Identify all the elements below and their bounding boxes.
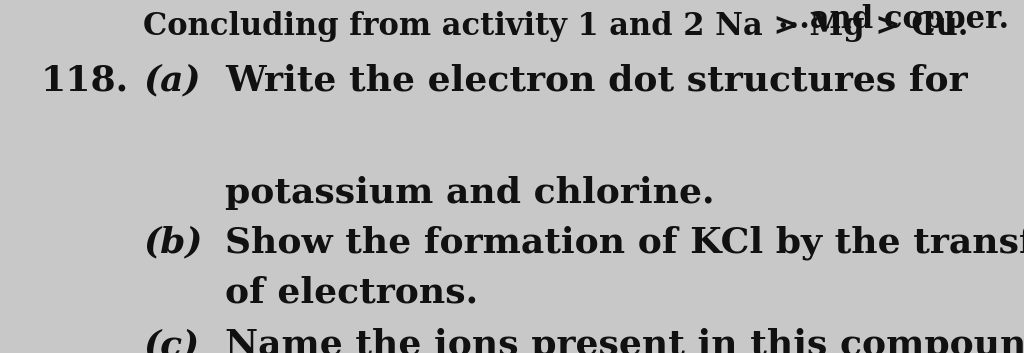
Text: Write the electron dot structures for: Write the electron dot structures for xyxy=(225,64,968,97)
Text: Show the formation of KCl by the transfer: Show the formation of KCl by the transfe… xyxy=(225,226,1024,261)
Text: (c): (c) xyxy=(143,328,200,353)
Text: (b): (b) xyxy=(143,226,203,260)
Text: ...and copper.: ...and copper. xyxy=(778,4,1010,35)
Text: Concluding from activity 1 and 2 Na > Mg > Cu.: Concluding from activity 1 and 2 Na > Mg… xyxy=(143,11,969,42)
Text: (a): (a) xyxy=(143,64,201,97)
Text: potassium and chlorine.: potassium and chlorine. xyxy=(225,176,715,210)
Text: 118.: 118. xyxy=(41,64,129,97)
Text: Name the ions present in this compound, KCl.: Name the ions present in this compound, … xyxy=(225,328,1024,353)
Text: of electrons.: of electrons. xyxy=(225,275,478,309)
